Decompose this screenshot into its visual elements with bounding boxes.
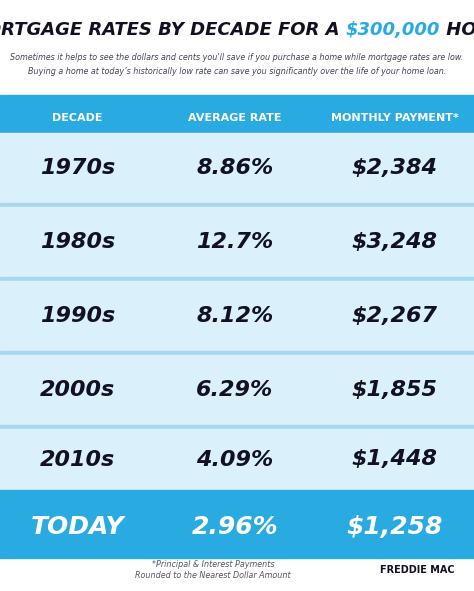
Bar <box>0 103 474 133</box>
Bar <box>0 490 474 496</box>
Bar <box>0 133 474 203</box>
Text: 2010s: 2010s <box>40 450 115 469</box>
Text: 2000s: 2000s <box>40 380 115 400</box>
Bar <box>0 429 474 490</box>
Text: 1970s: 1970s <box>40 158 115 178</box>
Bar <box>0 351 474 355</box>
Text: AVERAGE RATE: AVERAGE RATE <box>188 113 282 123</box>
Bar <box>0 203 474 207</box>
Text: $300,000: $300,000 <box>346 21 440 39</box>
Text: 8.86%: 8.86% <box>196 158 273 178</box>
Text: DECADE: DECADE <box>52 113 103 123</box>
Text: Buying a home at today’s historically low rate can save you significantly over t: Buying a home at today’s historically lo… <box>28 67 446 76</box>
Text: 4.09%: 4.09% <box>196 450 273 469</box>
Bar <box>0 425 474 429</box>
Text: $1,855: $1,855 <box>352 380 438 400</box>
Text: $1,448: $1,448 <box>352 450 438 469</box>
Text: 12.7%: 12.7% <box>196 232 273 252</box>
Text: 2.96%: 2.96% <box>191 515 278 539</box>
Text: $1,258: $1,258 <box>346 515 443 539</box>
Text: $3,248: $3,248 <box>352 232 438 252</box>
Text: Sometimes it helps to see the dollars and cents you'll save if you purchase a ho: Sometimes it helps to see the dollars an… <box>10 54 464 63</box>
Bar <box>0 207 474 277</box>
Bar <box>0 95 474 103</box>
Text: FREDDIE MAC: FREDDIE MAC <box>380 565 455 575</box>
Bar <box>0 496 474 558</box>
Text: $2,384: $2,384 <box>352 158 438 178</box>
Text: 8.12%: 8.12% <box>196 306 273 326</box>
Text: TODAY: TODAY <box>31 515 124 539</box>
Text: HOME: HOME <box>440 21 474 39</box>
Bar <box>0 281 474 351</box>
Text: *Principal & Interest Payments
Rounded to the Nearest Dollar Amount: *Principal & Interest Payments Rounded t… <box>136 560 291 580</box>
Text: $2,267: $2,267 <box>352 306 438 326</box>
Text: MONTHLY PAYMENT*: MONTHLY PAYMENT* <box>330 113 458 123</box>
Bar <box>0 277 474 281</box>
Bar <box>0 355 474 425</box>
Text: MORTGAGE RATES BY DECADE FOR A: MORTGAGE RATES BY DECADE FOR A <box>0 21 346 39</box>
Text: 6.29%: 6.29% <box>196 380 273 400</box>
Text: 1980s: 1980s <box>40 232 115 252</box>
Text: 1990s: 1990s <box>40 306 115 326</box>
